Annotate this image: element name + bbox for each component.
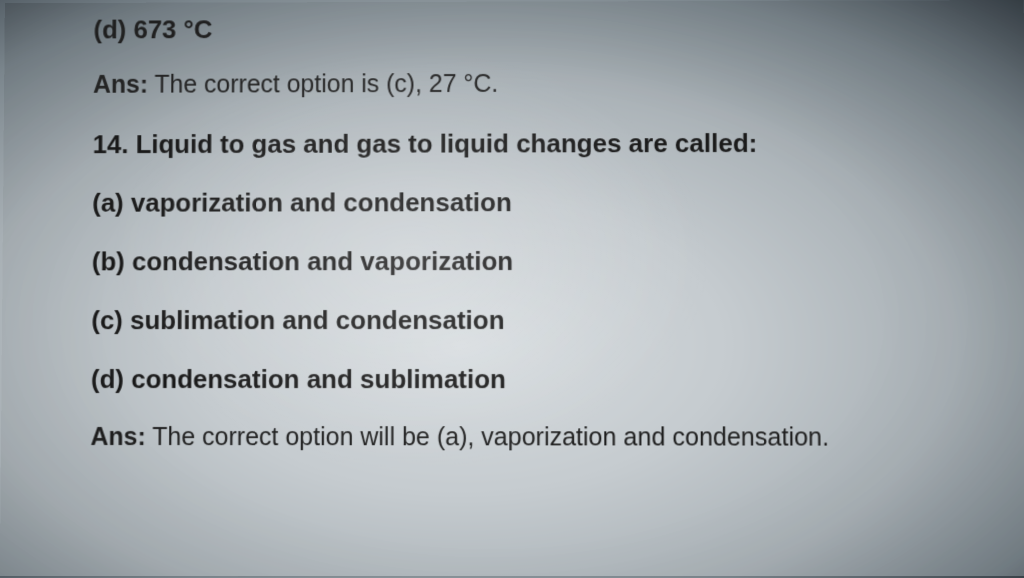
option-d: (d) condensation and sublimation bbox=[91, 364, 977, 395]
answer-text: The correct option will be (a), vaporiza… bbox=[146, 423, 829, 452]
option-b: (b) condensation and vaporization bbox=[92, 246, 976, 278]
question-number: 14. bbox=[93, 129, 129, 159]
answer-line: Ans: The correct option will be (a), vap… bbox=[90, 423, 977, 453]
option-a: (a) vaporization and condensation bbox=[92, 187, 975, 219]
prev-answer-label: Ans: bbox=[93, 71, 148, 99]
prev-answer-line: Ans: The correct option is (c), 27 °C. bbox=[93, 69, 974, 100]
question-text: Liquid to gas and gas to liquid changes … bbox=[128, 128, 757, 159]
prev-answer-text: The correct option is (c), 27 °C. bbox=[148, 70, 498, 99]
question-14: 14. Liquid to gas and gas to liquid chan… bbox=[93, 128, 975, 160]
option-c: (c) sublimation and condensation bbox=[91, 305, 976, 336]
answer-label: Ans: bbox=[90, 423, 146, 451]
prev-option-d: (d) 673 °C bbox=[93, 12, 973, 45]
